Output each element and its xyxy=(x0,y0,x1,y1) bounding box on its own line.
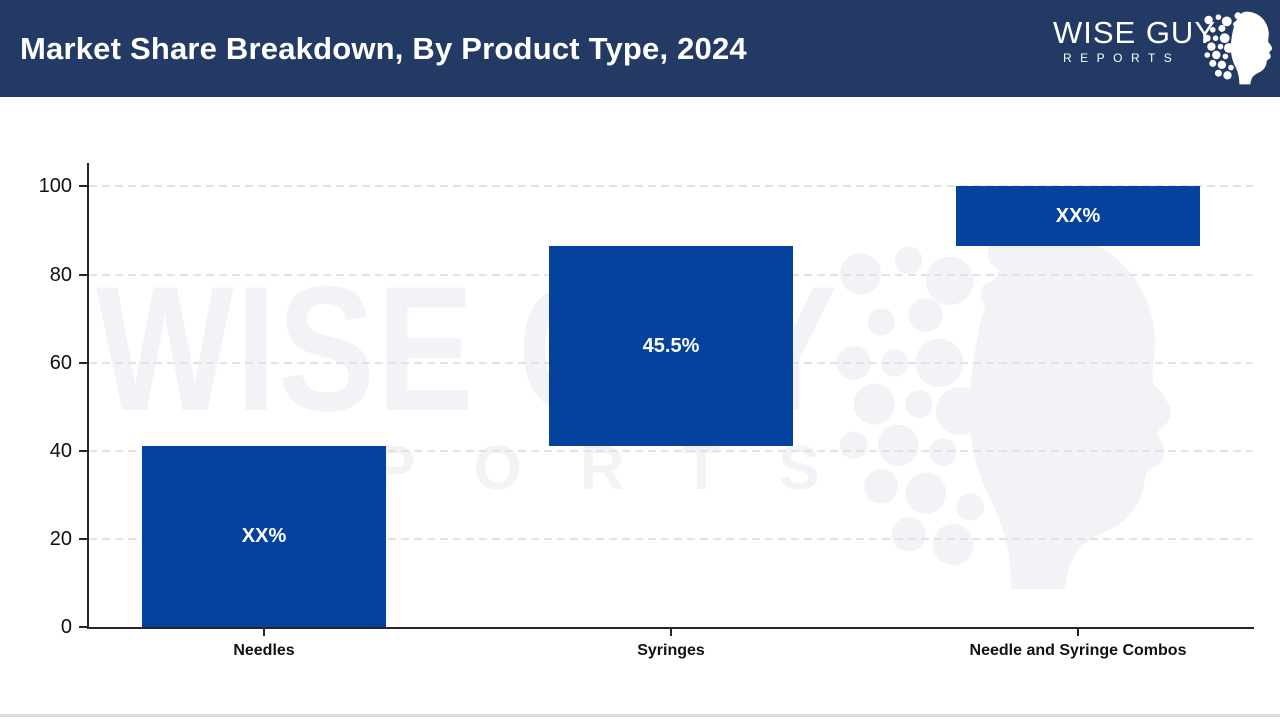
x-tick-mark-needles xyxy=(263,629,265,636)
y-tick-label-80: 80 xyxy=(49,263,72,286)
x-tick-label-needles: Needles xyxy=(233,642,295,659)
y-tick-label-60: 60 xyxy=(49,351,72,374)
bar-value-label: XX% xyxy=(1055,204,1101,227)
x-axis-line xyxy=(87,627,1254,629)
brand-logo-line1: WISE GUY xyxy=(1052,15,1216,50)
bar-needles: XX% xyxy=(142,446,386,628)
brand-head-icon xyxy=(1203,11,1273,85)
gridline-100 xyxy=(89,185,1253,188)
page-title: Market Share Breakdown, By Product Type,… xyxy=(20,31,747,66)
y-tick-label-40: 40 xyxy=(49,439,72,462)
x-tick-label-syringes: Syringes xyxy=(637,642,705,659)
y-tick-mark-40 xyxy=(79,449,87,452)
x-tick-label-needle-and-syringe-combos: Needle and Syringe Combos xyxy=(969,642,1187,659)
brand-logo-line2: REPORTS xyxy=(1062,51,1181,66)
y-tick-mark-100 xyxy=(79,185,87,188)
gridline-20 xyxy=(89,538,1253,541)
bar-needle-and-syringe-combos: XX% xyxy=(956,186,1200,246)
y-tick-label-100: 100 xyxy=(38,175,72,198)
gridline-40 xyxy=(89,449,1253,452)
y-tick-mark-60 xyxy=(79,361,87,364)
y-tick-mark-80 xyxy=(79,273,87,276)
bar-value-label: 45.5% xyxy=(642,334,700,357)
footer-strip xyxy=(0,714,1280,717)
y-axis-line xyxy=(87,163,89,629)
y-tick-label-0: 0 xyxy=(60,616,72,639)
x-tick-mark-syringes xyxy=(670,629,672,636)
header-bar: Market Share Breakdown, By Product Type,… xyxy=(0,0,1280,97)
y-tick-mark-20 xyxy=(79,538,87,541)
bar-syringes: 45.5% xyxy=(549,245,793,447)
y-tick-label-20: 20 xyxy=(49,528,72,551)
y-tick-mark-0 xyxy=(79,626,87,629)
brand-logo: WISE GUY REPORTS xyxy=(1052,15,1216,66)
x-tick-mark-needle-and-syringe-combos xyxy=(1077,629,1079,636)
bar-value-label: XX% xyxy=(241,525,287,548)
